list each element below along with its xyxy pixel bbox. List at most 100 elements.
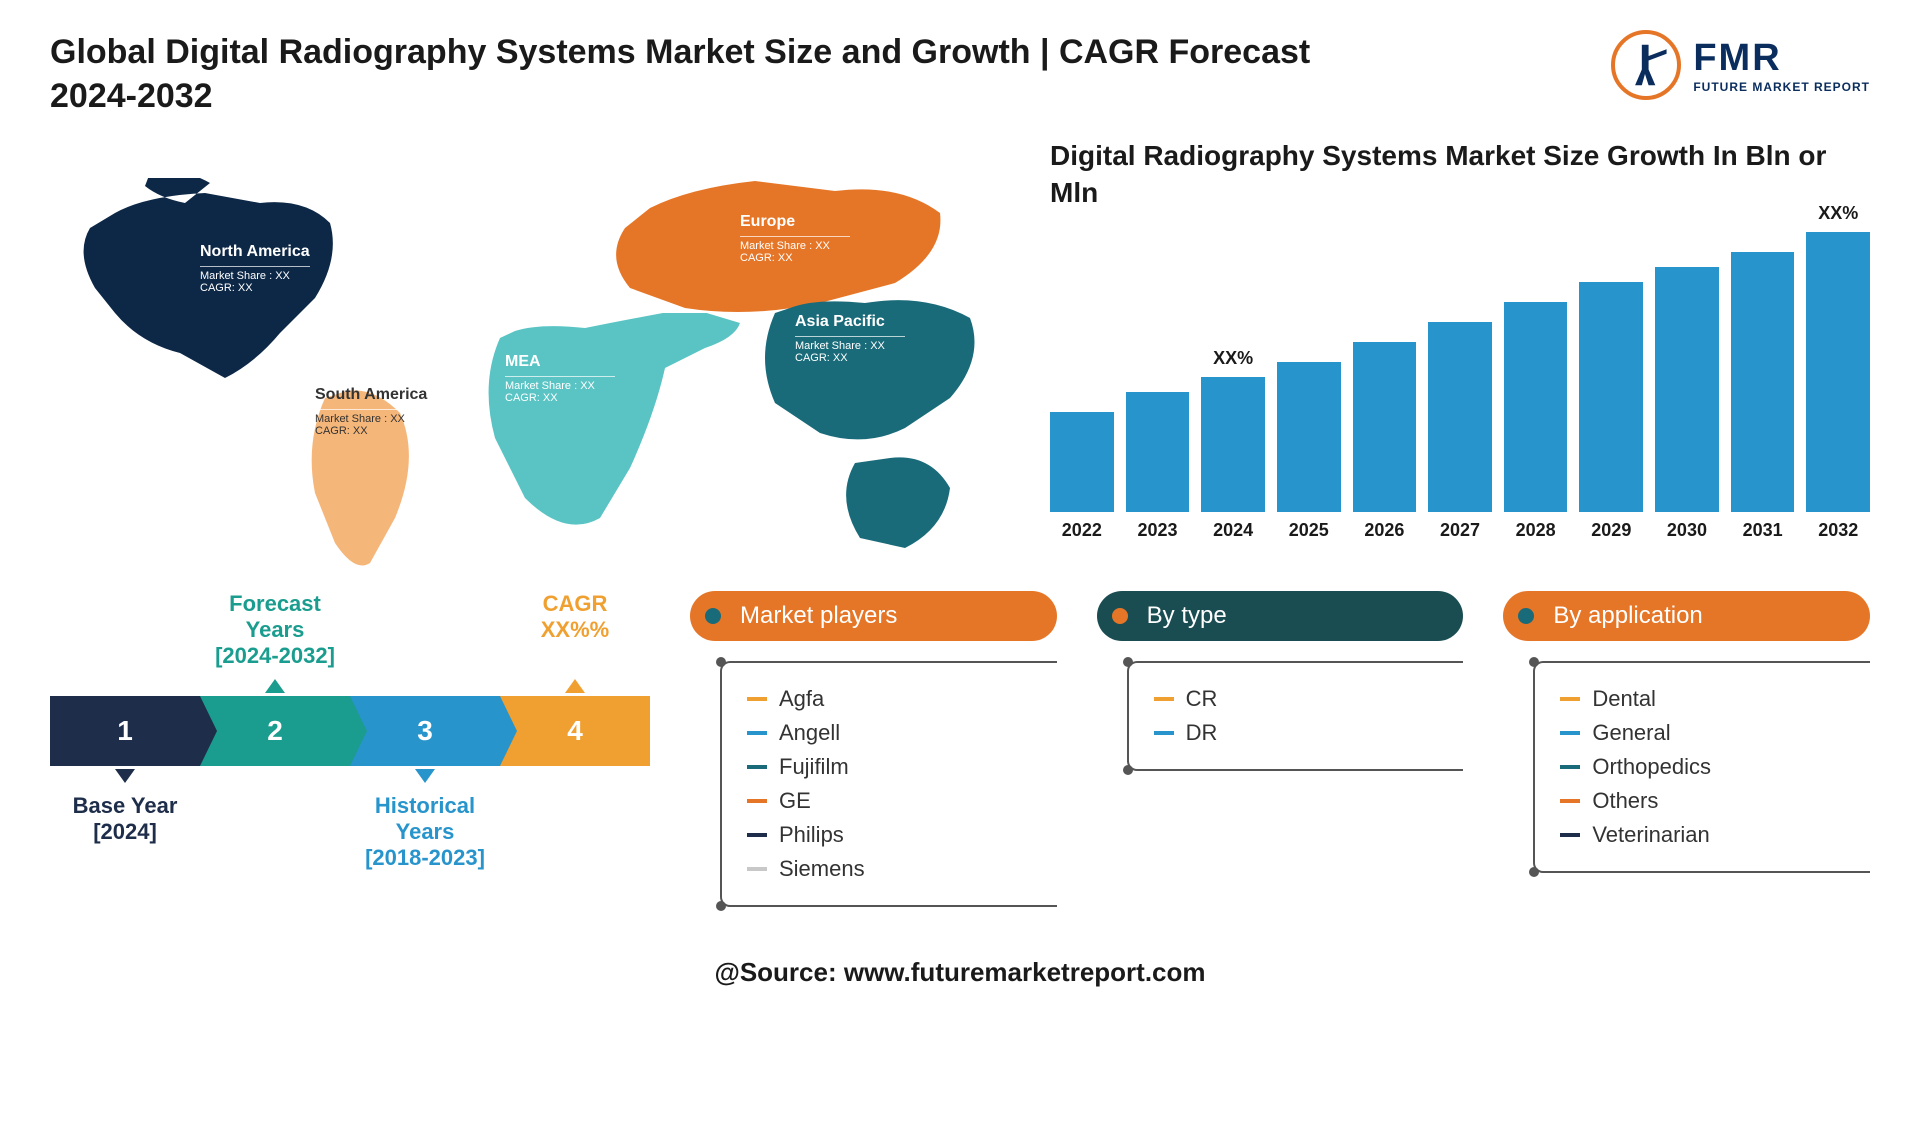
bar-year-label: 2028 (1516, 520, 1556, 541)
region-name: Europe (740, 213, 850, 233)
category-item-label: Agfa (779, 686, 824, 712)
timeline-section: Forecast Years [2024-2032] CAGR XX%% 123… (50, 591, 650, 907)
bar-item: 2028 (1504, 273, 1568, 541)
arrow-down-icon (415, 769, 435, 783)
region-name: Asia Pacific (795, 313, 905, 333)
bar (1428, 322, 1492, 512)
dash-icon (1154, 697, 1174, 701)
category-item: Dental (1560, 686, 1870, 712)
bar-item: 2031 (1731, 223, 1795, 541)
category-item: Fujifilm (747, 754, 1057, 780)
timeline-arrows-bottom (50, 769, 650, 783)
arrow-up-icon (565, 679, 585, 693)
region-label: South America Market Share : XXCAGR: XX (315, 386, 427, 437)
bar (1579, 282, 1643, 512)
bar (1050, 412, 1114, 512)
region-name: South America (315, 386, 427, 406)
category-item-label: Siemens (779, 856, 865, 882)
category-item-label: Dental (1592, 686, 1656, 712)
category-item: Orthopedics (1560, 754, 1870, 780)
bullet-icon (1518, 608, 1534, 624)
category-item: Angell (747, 720, 1057, 746)
category-item-label: GE (779, 788, 811, 814)
category-item-label: Others (1592, 788, 1658, 814)
bar-year-label: 2030 (1667, 520, 1707, 541)
category-item: Siemens (747, 856, 1057, 882)
bar-item: 2025 (1277, 333, 1341, 541)
bar-annotation: XX% (1818, 203, 1858, 227)
category-bracket: Dental General Orthopedics Others Veterinari… (1533, 661, 1870, 873)
category-title: By type (1147, 602, 1227, 630)
region-name: North America (200, 243, 310, 263)
bar-year-label: 2025 (1289, 520, 1329, 541)
dash-icon (747, 731, 767, 735)
dash-icon (1560, 765, 1580, 769)
category-item: CR (1154, 686, 1464, 712)
categories-row: Market players Agfa Angell Fujifilm GE Phili… (690, 591, 1870, 907)
category-bracket: Agfa Angell Fujifilm GE Philips Siemens (720, 661, 1057, 907)
dash-icon (747, 799, 767, 803)
timeline-segment: 4 (500, 696, 650, 766)
bar-annotation: XX% (1213, 348, 1253, 372)
category-item-label: General (1592, 720, 1670, 746)
category-item: Philips (747, 822, 1057, 848)
timeline-segment: 3 (350, 696, 500, 766)
bar-year-label: 2031 (1743, 520, 1783, 541)
hist-label: Historical Years [2018-2023] (350, 793, 500, 871)
category-item-label: Veterinarian (1592, 822, 1709, 848)
category-item: Agfa (747, 686, 1057, 712)
bar-item: XX% 2032 (1806, 203, 1870, 541)
arrow-up-icon (265, 679, 285, 693)
region-share: Market Share : XX (505, 380, 615, 392)
category-box: Market players Agfa Angell Fujifilm GE Phili… (690, 591, 1057, 907)
category-item-label: DR (1186, 720, 1218, 746)
bar-item: 2022 (1050, 383, 1114, 541)
forecast-range: [2024-2032] (215, 643, 335, 668)
base-range: [2024] (93, 819, 157, 844)
bar-item: 2026 (1353, 313, 1417, 541)
map-region-mea (470, 313, 750, 543)
category-box: By type CR DR (1097, 591, 1464, 907)
bottom-row: Forecast Years [2024-2032] CAGR XX%% 123… (50, 591, 1870, 907)
hist-range: [2018-2023] (365, 845, 485, 870)
bar-item: XX% 2024 (1201, 348, 1265, 541)
timeline-labels-top: Forecast Years [2024-2032] CAGR XX%% (50, 591, 650, 669)
category-item-label: Orthopedics (1592, 754, 1711, 780)
dash-icon (1154, 731, 1174, 735)
hist-text: Historical Years (375, 793, 475, 844)
logo: FMR FUTURE MARKET REPORT (1611, 30, 1870, 100)
dash-icon (1560, 731, 1580, 735)
bullet-icon (705, 608, 721, 624)
region-cagr: CAGR: XX (315, 425, 427, 437)
region-share: Market Share : XX (315, 413, 427, 425)
bar (1277, 362, 1341, 512)
logo-main: FMR (1693, 37, 1870, 80)
forecast-label: Forecast Years [2024-2032] (200, 591, 350, 669)
category-item-label: Angell (779, 720, 840, 746)
timeline-segment: 2 (200, 696, 350, 766)
category-box: By application Dental General Orthopedics O… (1503, 591, 1870, 907)
header: Global Digital Radiography Systems Marke… (50, 30, 1870, 118)
category-item: DR (1154, 720, 1464, 746)
bar-year-label: 2024 (1213, 520, 1253, 541)
bar-item: 2027 (1428, 293, 1492, 541)
region-label: North AmericaMarket Share : XXCAGR: XX (200, 243, 310, 294)
timeline: 1234 (50, 696, 650, 766)
category-header: By application (1503, 591, 1870, 641)
base-label: Base Year [2024] (50, 793, 200, 871)
bar-year-label: 2032 (1818, 520, 1858, 541)
bar-item: 2023 (1126, 363, 1190, 541)
category-item-label: Philips (779, 822, 844, 848)
base-text: Base Year (73, 793, 178, 818)
bar-chart: 2022 2023 XX% 2024 2025 2026 2027 2028 2… (1050, 231, 1870, 541)
category-bracket: CR DR (1127, 661, 1464, 771)
cagr-text: CAGR (543, 591, 608, 616)
bar-item: 2029 (1579, 253, 1643, 541)
region-share: Market Share : XX (200, 270, 310, 282)
region-label: Asia PacificMarket Share : XXCAGR: XX (795, 313, 905, 364)
bar (1201, 377, 1265, 512)
category-header: Market players (690, 591, 1057, 641)
category-header: By type (1097, 591, 1464, 641)
cagr-label: CAGR XX%% (500, 591, 650, 669)
region-share: Market Share : XX (795, 340, 905, 352)
